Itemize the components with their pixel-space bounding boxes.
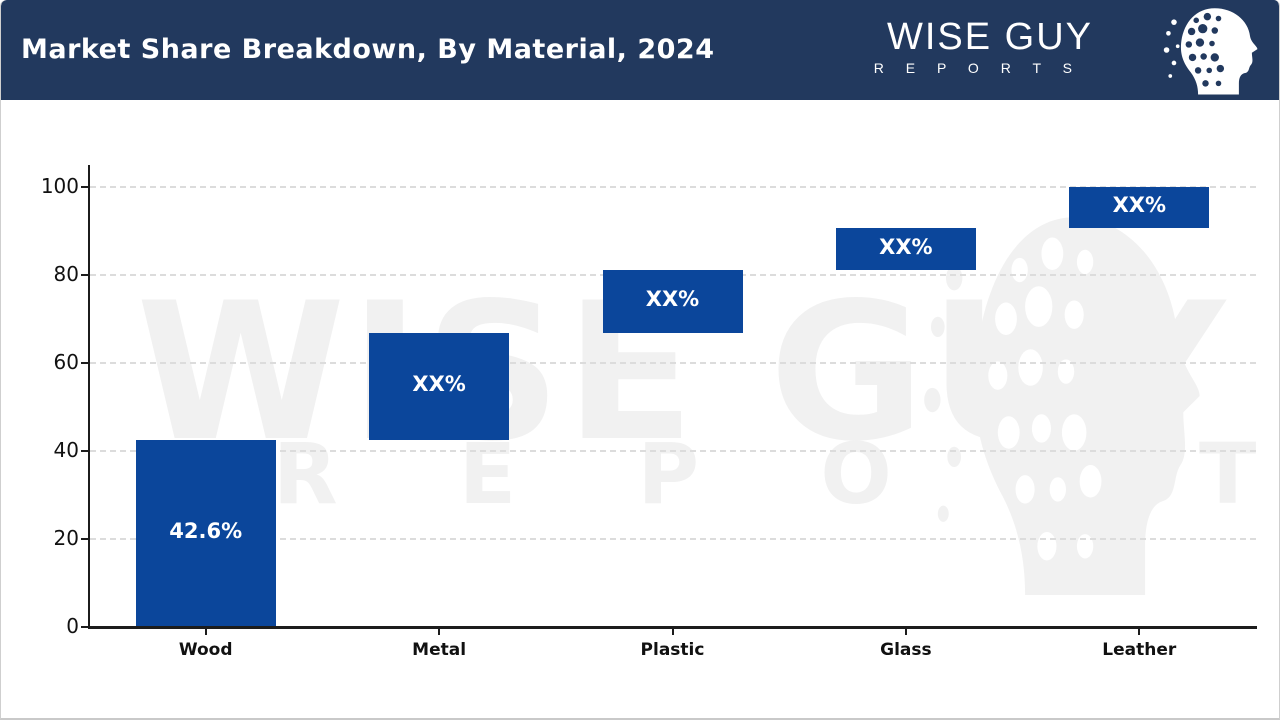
y-tick-label: 60 <box>53 350 79 374</box>
gridline-60 <box>90 362 1256 364</box>
y-tick-label: 40 <box>53 438 79 462</box>
bar-value-label: XX% <box>645 287 700 312</box>
gridline-100 <box>90 186 1256 188</box>
logo-subtitle: R E P O R T S <box>873 60 1081 76</box>
gridline-40 <box>90 450 1256 452</box>
watermark-head-icon <box>924 217 1200 595</box>
waterfall-chart: 0 20 40 60 80 100 42.6% Wood XX% Metal XX% Plastic X… <box>1 100 1279 718</box>
logo-wordmark: WISE GUY <box>886 16 1093 58</box>
bar-plastic <box>602 270 743 333</box>
y-tick-mark <box>81 538 89 540</box>
x-tick-mark <box>904 627 907 635</box>
y-axis <box>88 165 90 627</box>
bar-value-label: XX% <box>412 372 466 397</box>
wise-guy-reports-logo: WISE GUY R E P O R T S <box>874 0 1271 100</box>
x-category-label: Wood <box>178 640 233 660</box>
bar-value-label: XX% <box>1112 193 1167 218</box>
y-tick-mark <box>81 362 89 364</box>
x-tick-mark <box>671 627 674 635</box>
x-tick-mark <box>438 627 441 635</box>
bar-leather <box>1069 187 1210 228</box>
x-category-label: Glass <box>880 640 932 660</box>
bar-wood <box>135 439 276 627</box>
y-tick-mark <box>81 274 89 276</box>
y-tick-mark <box>81 626 89 628</box>
gridline-20 <box>90 538 1256 540</box>
bar-value-label: XX% <box>879 235 933 260</box>
x-tick-mark <box>204 627 207 635</box>
bar-glass <box>835 227 976 271</box>
header-bar: Market Share Breakdown, By Material, 202… <box>1 0 1279 100</box>
y-tick-label: 20 <box>53 526 79 550</box>
x-tick-mark <box>1138 627 1141 635</box>
x-category-label: Metal <box>412 640 467 660</box>
dotted-head-icon <box>1163 8 1258 95</box>
bar-metal <box>369 332 510 440</box>
bar-value-label: 42.6% <box>169 519 243 544</box>
y-tick-label: 100 <box>40 174 79 198</box>
y-tick-label: 0 <box>66 614 79 638</box>
y-tick-mark <box>81 450 89 452</box>
y-tick-label: 80 <box>53 262 79 286</box>
x-category-label: Plastic <box>640 640 705 660</box>
page-title: Market Share Breakdown, By Material, 202… <box>21 34 715 65</box>
x-category-label: Leather <box>1102 640 1177 660</box>
y-tick-mark <box>81 186 89 188</box>
